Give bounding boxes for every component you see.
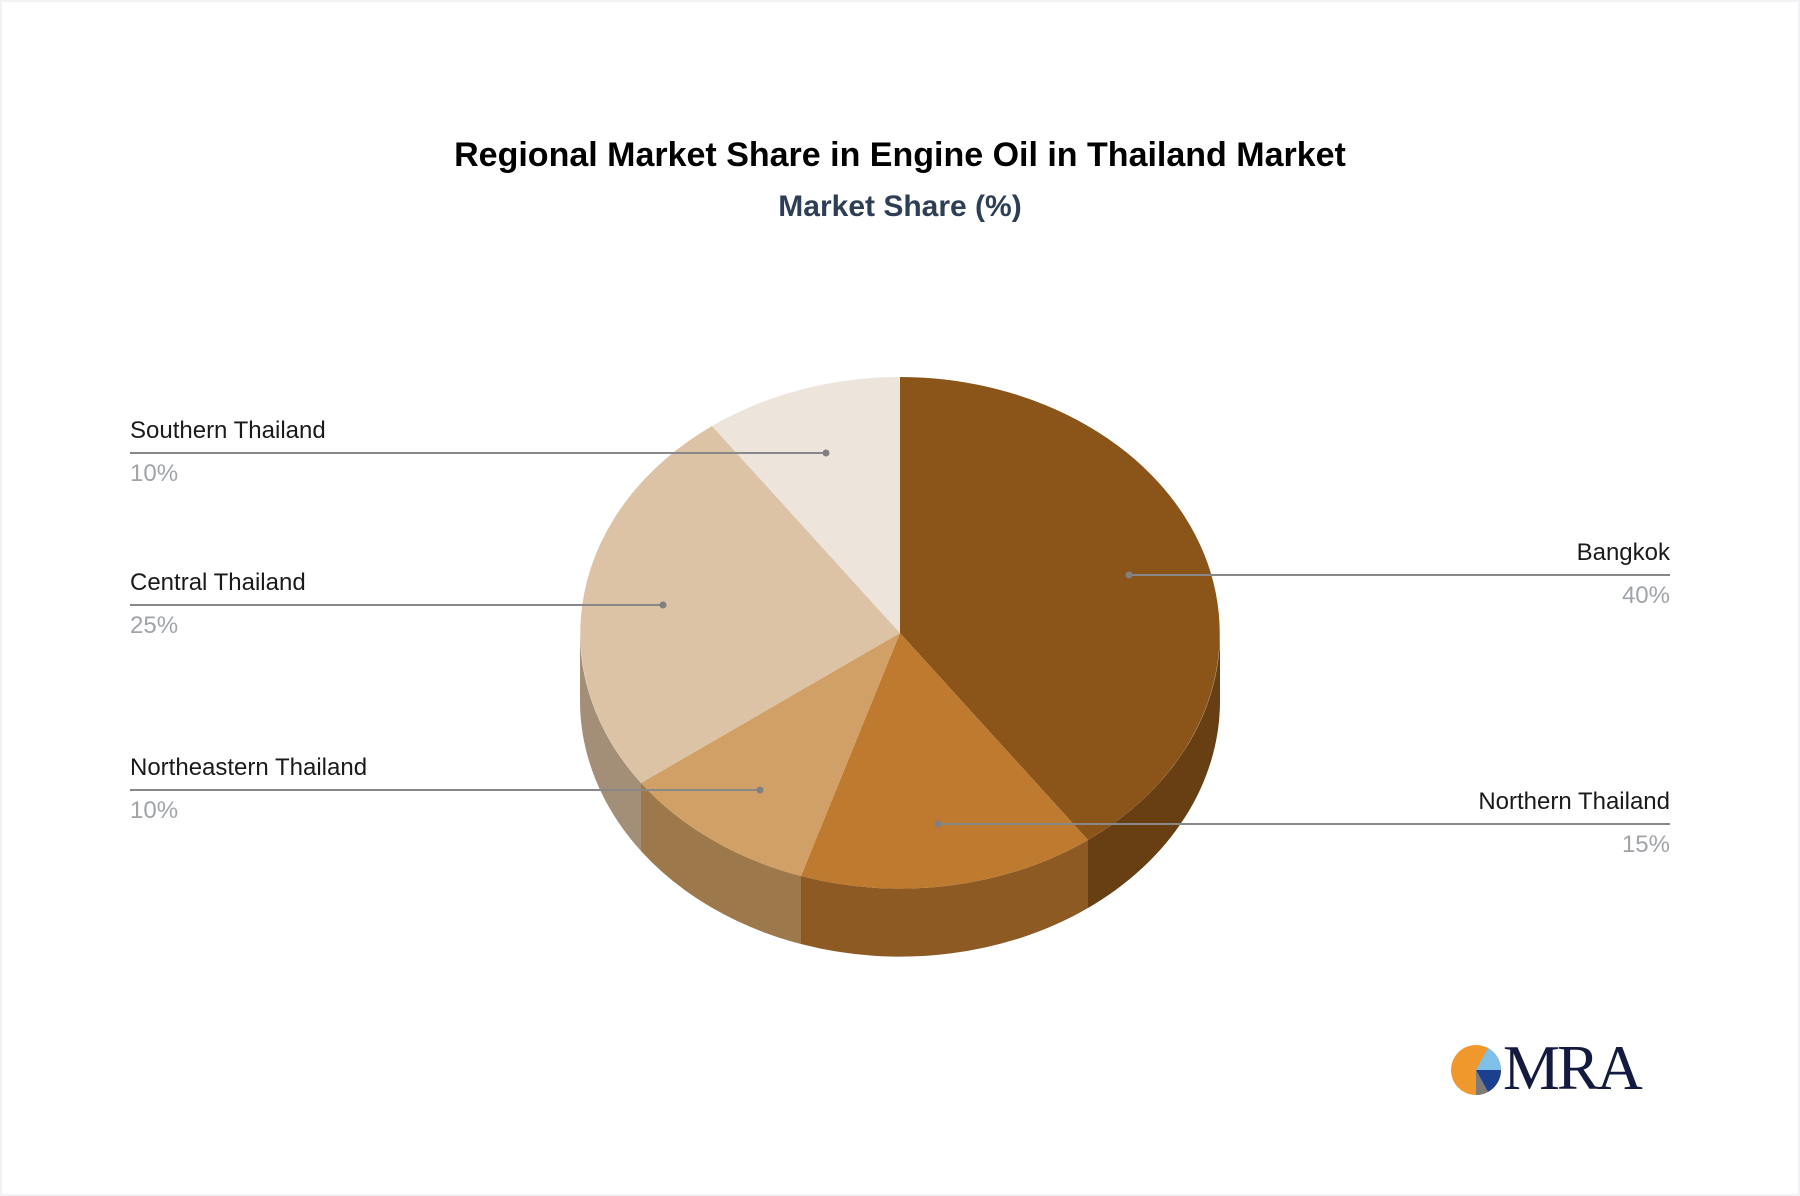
label-northeastern-thailand: Northeastern Thailand xyxy=(130,754,368,781)
value-northeastern-thailand: 10% xyxy=(130,797,179,824)
leader-dot-northeastern xyxy=(756,786,764,794)
slice-northeastern-thailand[interactable] xyxy=(641,633,900,876)
leader-dot-northern xyxy=(934,820,942,828)
leader-dot-bangkok xyxy=(1125,571,1133,579)
slice-side-northeastern xyxy=(641,783,801,944)
leader-dot-central xyxy=(659,601,667,609)
chart-subtitle: Market Share (%) xyxy=(778,190,1022,223)
label-northern-thailand: Northern Thailand xyxy=(1478,788,1670,815)
leader-dot-southern xyxy=(822,449,830,457)
value-central-thailand: 25% xyxy=(130,612,179,639)
value-bangkok: 40% xyxy=(1621,582,1670,609)
label-southern-thailand: Southern Thailand xyxy=(130,417,326,444)
slice-bangkok[interactable] xyxy=(900,377,1220,840)
slice-side-bangkok xyxy=(1088,633,1220,908)
label-central-thailand: Central Thailand xyxy=(130,569,306,596)
mra-logo-icon xyxy=(1451,1045,1502,1096)
slice-side-northern xyxy=(801,840,1088,957)
value-northern-thailand: 15% xyxy=(1621,831,1670,858)
slice-central-thailand[interactable] xyxy=(580,426,900,783)
slice-southern-thailand[interactable] xyxy=(712,377,900,633)
label-bangkok: Bangkok xyxy=(1576,539,1670,566)
value-southern-thailand: 10% xyxy=(130,460,179,487)
logo-text: MRA xyxy=(1503,1032,1643,1103)
chart-title: Regional Market Share in Engine Oil in T… xyxy=(454,136,1346,174)
slice-side-central xyxy=(580,633,641,851)
